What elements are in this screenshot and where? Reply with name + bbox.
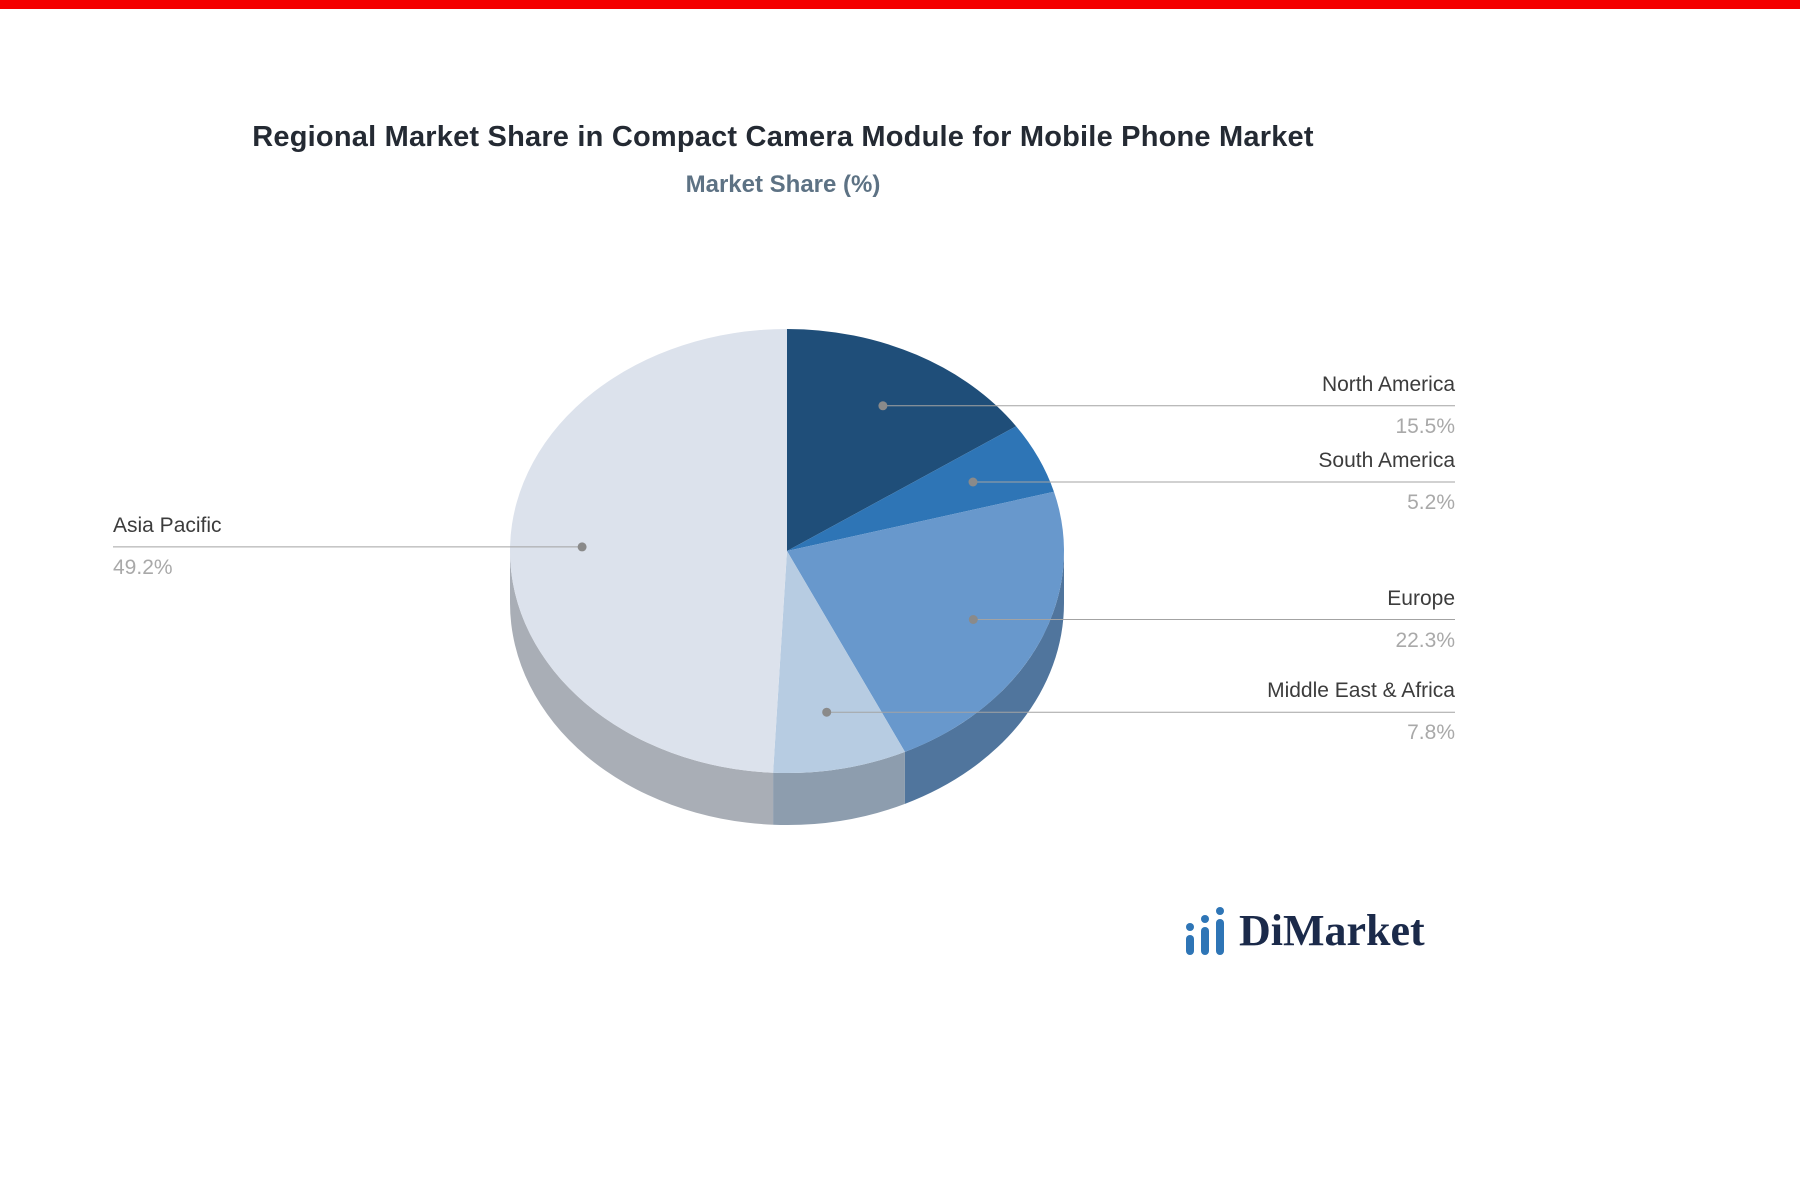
callout-value-north-america: 15.5%	[1395, 414, 1455, 438]
callout-value-asia-pacific: 49.2%	[113, 555, 173, 579]
pie-slice-europe	[787, 491, 1064, 752]
pie-slice-north-america	[787, 329, 1017, 551]
leader-dot-europe	[968, 615, 978, 624]
pie-slice-south-america	[787, 426, 1054, 551]
brand-name: DiMarket	[1239, 906, 1425, 955]
pie-slice-side-europe	[904, 551, 1064, 804]
callout-label-europe: Europe	[1387, 586, 1455, 610]
callout-label-middle-east-africa: Middle East & Africa	[1267, 679, 1455, 703]
pie-slice-side-asia-pacific	[510, 551, 774, 825]
brand-logo: DiMarket	[1183, 903, 1425, 957]
callout-value-south-america: 5.2%	[1407, 490, 1455, 514]
callout-value-europe: 22.3%	[1395, 628, 1455, 652]
pie-slice-middle-east-africa	[773, 551, 905, 774]
leader-dot-north-america	[878, 401, 888, 411]
leader-dot-middle-east-africa	[822, 707, 832, 717]
leader-dot-south-america	[968, 477, 978, 487]
chart-header: Regional Market Share in Compact Camera …	[0, 121, 1566, 199]
leader-dot-asia-pacific	[577, 542, 587, 552]
top-accent-bar	[0, 0, 1800, 9]
pie-slice-asia-pacific	[509, 328, 787, 773]
callout-label-south-america: South America	[1318, 448, 1455, 472]
pie-slice-side-middle-east-africa	[773, 751, 905, 826]
callout-label-north-america: North America	[1321, 372, 1455, 396]
chart-subtitle: Market Share (%)	[685, 171, 881, 198]
bar-chart-logo-icon	[1186, 907, 1224, 955]
chart-title: Regional Market Share in Compact Camera …	[252, 121, 1314, 153]
callout-label-asia-pacific: Asia Pacific	[113, 513, 222, 537]
callout-value-middle-east-africa: 7.8%	[1407, 721, 1455, 745]
